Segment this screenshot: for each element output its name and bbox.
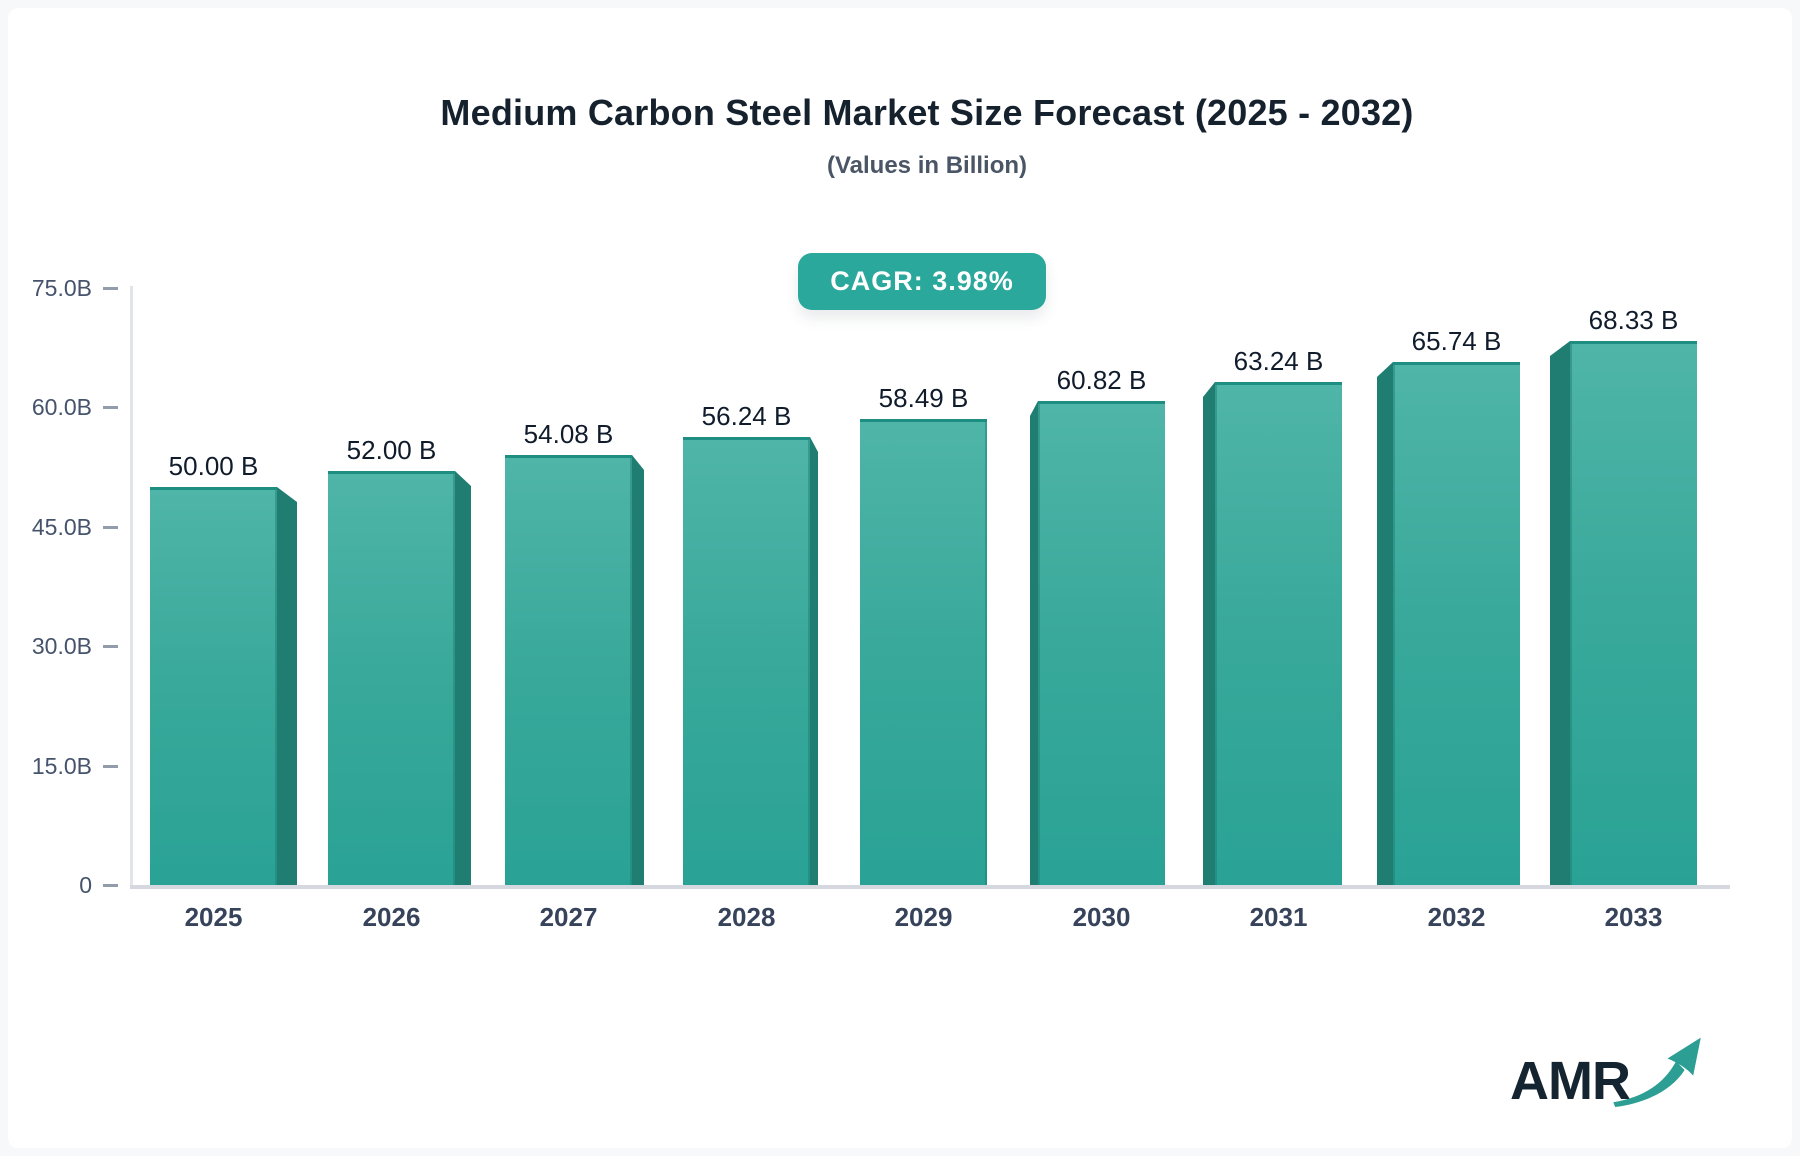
y-axis-tick [103,525,118,529]
y-axis-tick-label: 75.0B [31,275,92,301]
bar-side-2027 [632,455,644,885]
bar-front-2030 [1038,401,1165,885]
chart-card: Medium Carbon Steel Market Size Forecast… [8,8,1792,1148]
bar-front-2033 [1570,341,1697,885]
y-axis-tick [103,884,118,887]
x-axis-label-2029: 2029 [894,902,953,932]
bar-value-label: 56.24 B [701,401,792,431]
chart-subtitle: (Values in Billion) [826,152,1028,179]
bar-value-label: 58.49 B [878,383,969,413]
bar-value-label: 50.00 B [168,451,259,481]
bar-front-2027 [505,455,632,885]
y-axis-tick [103,287,118,290]
bar-side-2028 [810,437,818,885]
bar-front-2029 [860,419,987,885]
y-axis-line [130,286,133,885]
y-axis-tick [103,645,118,649]
chart-title: Medium Carbon Steel Market Size Forecast… [440,92,1414,133]
x-axis-label-2028: 2028 [717,902,776,932]
bar-value-label: 54.08 B [523,419,614,449]
growth-arrow-icon [1613,1037,1701,1108]
y-axis-tick-label: 15.0B [31,752,92,779]
bar-front-2031 [1215,382,1342,885]
bar-side-2031 [1203,382,1215,885]
y-axis-tick-label: 0 [79,872,92,898]
bar-value-label: 60.82 B [1056,365,1147,395]
bar-front-2026 [328,471,455,885]
bar-value-label: 68.33 B [1588,305,1679,335]
x-axis-label-2030: 2030 [1072,902,1131,932]
bar-front-2025 [150,487,277,885]
bar-value-label: 52.00 B [346,435,437,465]
bar-side-2030 [1030,401,1038,885]
bar-chart-plot: 75.0B 60.0B 45.0B 30.0B 15.0B 0 50.00 B 2025 52.… [8,8,1792,1148]
y-axis-tick-label: 45.0B [31,513,92,540]
bar-side-2026 [455,471,471,885]
y-axis-tick-label: 30.0B [31,633,92,660]
y-axis-tick [103,764,118,768]
chart-header: Medium Carbon Steel Market Size Forecast… [8,8,1792,180]
x-axis-label-2027: 2027 [539,902,598,932]
y-axis-tick-label: 60.0B [31,394,92,421]
x-axis-label-2026: 2026 [362,902,421,932]
x-axis-label-2032: 2032 [1427,902,1486,932]
y-axis-tick [103,406,118,410]
bar-front-2032 [1393,362,1520,885]
bar-front-2028 [683,437,810,885]
x-axis-label-2033: 2033 [1604,902,1663,932]
bar-side-2032 [1377,362,1393,885]
bar-side-2025 [277,487,297,885]
amr-logo: AMR [1510,1030,1706,1110]
x-axis-label-2031: 2031 [1249,902,1308,932]
bar-value-label: 63.24 B [1233,346,1324,376]
x-axis-label-2025: 2025 [184,902,243,932]
cagr-badge: CAGR: 3.98% [798,253,1046,310]
bar-value-label: 65.74 B [1411,326,1502,356]
bar-side-2033 [1550,341,1570,885]
amr-logo-text: AMR [1510,1051,1631,1111]
cagr-badge-row: CAGR: 3.98% [8,253,1792,310]
x-axis-baseline [130,885,1730,889]
